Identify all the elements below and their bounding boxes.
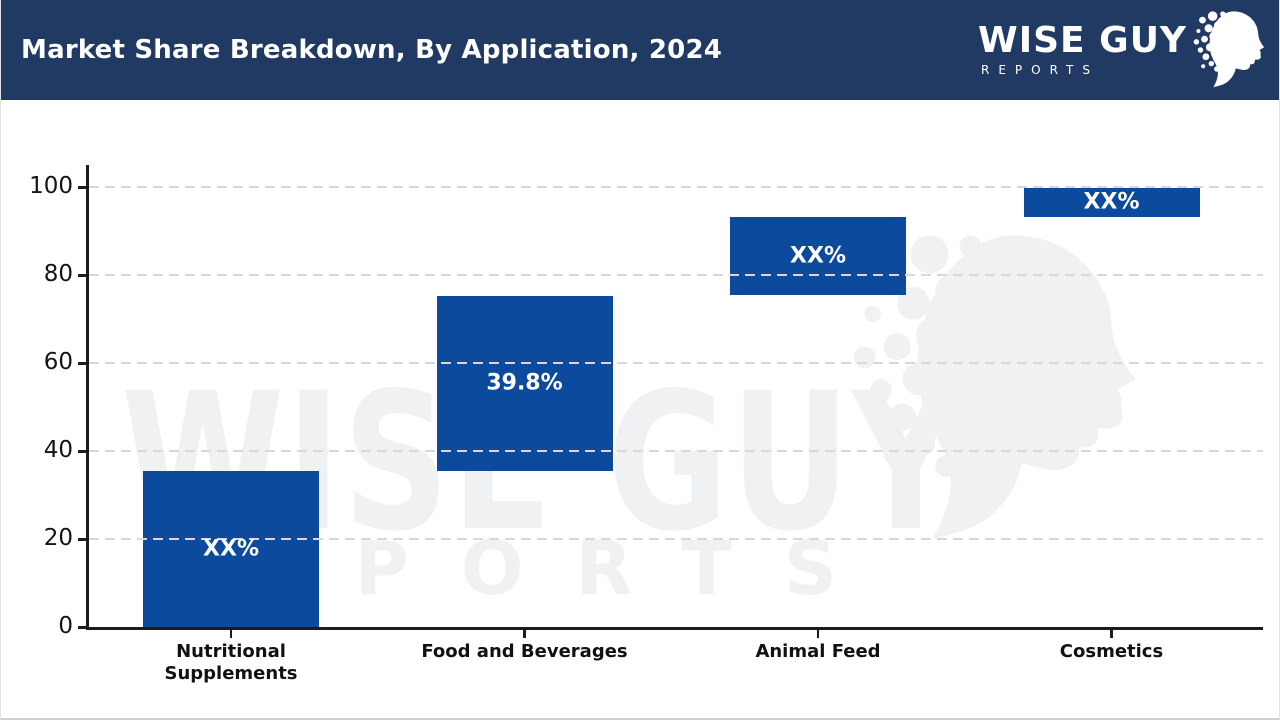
y-tick-label: 80 xyxy=(43,261,73,287)
y-axis xyxy=(86,165,89,630)
x-tick xyxy=(816,630,820,638)
y-tick xyxy=(78,274,87,277)
brand-subtitle: REPORTS xyxy=(980,63,1099,77)
bar-animal-feed xyxy=(730,216,906,296)
y-tick xyxy=(78,626,87,629)
header: Market Share Breakdown, By Application, … xyxy=(1,0,1279,100)
bar-nutritional-supplements xyxy=(143,470,319,627)
bar-value-label: XX% xyxy=(790,243,846,269)
gridline-80 xyxy=(89,274,1263,276)
brand-logo-text: WISE GUY REPORTS xyxy=(977,20,1187,78)
gridline-60 xyxy=(89,362,1263,364)
brand-name: WISE GUY xyxy=(977,20,1187,61)
bar-value-label: XX% xyxy=(1083,189,1140,215)
x-axis-label-nutritional-supplements: Nutritional Supplements xyxy=(164,641,298,684)
x-tick xyxy=(523,630,526,638)
brand-logo: WISE GUY REPORTS xyxy=(978,7,1271,93)
x-axis xyxy=(86,627,1263,630)
gridline-100 xyxy=(89,186,1263,188)
bar-value-label: 39.8% xyxy=(486,370,563,396)
x-axis-label-cosmetics: Cosmetics xyxy=(1059,641,1164,662)
y-tick xyxy=(78,186,87,189)
bar-value-label: XX% xyxy=(203,536,259,562)
x-tick xyxy=(229,630,233,638)
x-axis-label-animal-feed: Animal Feed xyxy=(755,641,881,662)
y-tick xyxy=(78,450,87,453)
y-tick-label: 0 xyxy=(58,613,73,639)
bar-cosmetics xyxy=(1023,187,1200,217)
wise-guy-face-icon xyxy=(1193,11,1265,88)
gridline-20 xyxy=(89,538,1263,540)
x-tick xyxy=(1110,630,1113,638)
y-tick-label: 100 xyxy=(29,173,73,199)
page-title: Market Share Breakdown, By Application, … xyxy=(21,35,723,65)
y-tick-label: 40 xyxy=(43,437,73,463)
y-tick-label: 60 xyxy=(43,349,73,375)
x-axis-label-food-and-beverages: Food and Beverages xyxy=(421,641,628,662)
y-tick xyxy=(78,362,87,365)
y-tick xyxy=(78,538,87,541)
bar-food-and-beverages xyxy=(436,295,613,471)
y-tick-label: 20 xyxy=(43,525,73,551)
gridline-40 xyxy=(89,450,1263,452)
